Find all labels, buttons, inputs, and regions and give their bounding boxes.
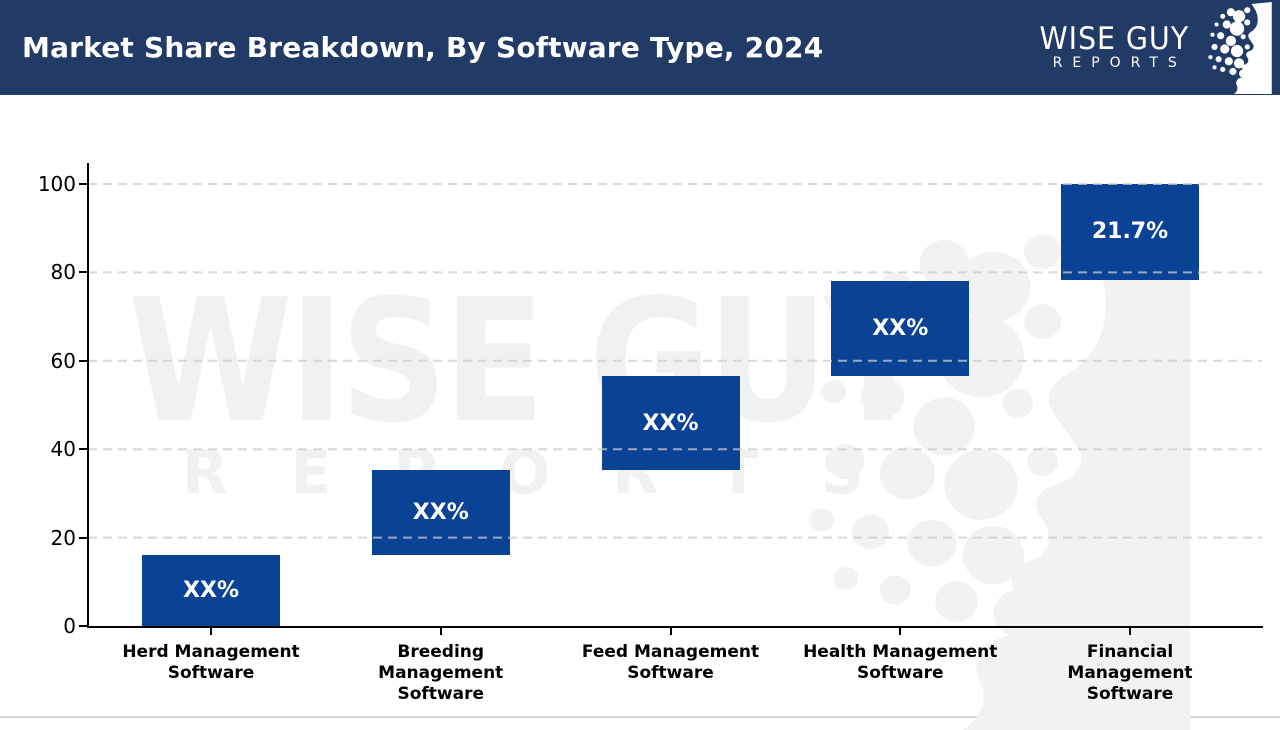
x-tick-label-breeding-management-software: Breeding Management Software xyxy=(378,642,504,704)
bar-value-label: XX% xyxy=(872,316,929,342)
logo-face-dots-icon xyxy=(1208,1,1272,94)
y-tick-mark xyxy=(79,271,88,274)
watermark-subtitle: REPORTS xyxy=(182,438,926,508)
y-tick-mark xyxy=(79,625,88,627)
x-tick-mark xyxy=(899,627,902,635)
y-tick-mark xyxy=(79,183,88,185)
bar-value-label: 21.7% xyxy=(1091,219,1169,245)
page-title: Market Share Breakdown, By Software Type… xyxy=(22,31,824,64)
wise-guy-reports-logo: WISE GUY REPORTS xyxy=(1033,1,1272,94)
x-axis xyxy=(87,626,1263,628)
x-tick-label-health-management-software: Health Management Software xyxy=(803,642,998,683)
bar-value-label: XX% xyxy=(412,500,469,526)
y-axis xyxy=(87,163,89,628)
chart-area: WISE GUY REPORTS XX% Herd Management Soft… xyxy=(0,95,1280,730)
bar-value-label: XX% xyxy=(183,578,239,604)
bar-health-management-software: XX% xyxy=(831,281,970,377)
y-tick-mark xyxy=(79,359,88,362)
y-tick-mark xyxy=(79,448,88,451)
y-tick-label-80: 80 xyxy=(50,260,76,285)
x-tick-label-financial-management-software: Financial Management Software xyxy=(1067,642,1193,704)
bar-value-label: XX% xyxy=(642,410,699,436)
y-tick-label-20: 20 xyxy=(50,525,76,550)
logo-subtitle: REPORTS xyxy=(1052,55,1187,72)
bar-breeding-management-software: XX% xyxy=(371,470,510,556)
x-tick-mark xyxy=(210,627,212,635)
y-tick-label-60: 60 xyxy=(50,348,76,373)
x-tick-mark xyxy=(1129,627,1131,635)
y-tick-label-40: 40 xyxy=(50,437,76,462)
watermark-wordmark: WISE GUY xyxy=(128,263,932,461)
y-tick-label-0: 0 xyxy=(63,614,76,638)
bar-feed-management-software: XX% xyxy=(601,376,740,471)
x-tick-mark xyxy=(669,627,672,635)
logo-wordmark: WISE GUY xyxy=(1039,20,1190,57)
logo-text: WISE GUY REPORTS xyxy=(1033,23,1196,72)
bar-herd-management-software: XX% xyxy=(142,555,280,626)
header-bar: Market Share Breakdown, By Software Type… xyxy=(0,0,1280,95)
footer-divider xyxy=(0,716,1280,718)
x-tick-label-herd-management-software: Herd Management Software xyxy=(122,642,300,683)
x-tick-mark xyxy=(439,627,442,635)
y-tick-mark xyxy=(79,536,88,539)
bar-financial-management-software: 21.7% xyxy=(1061,184,1199,280)
x-tick-label-feed-management-software: Feed Management Software xyxy=(581,642,760,683)
y-tick-label-100: 100 xyxy=(37,172,76,196)
